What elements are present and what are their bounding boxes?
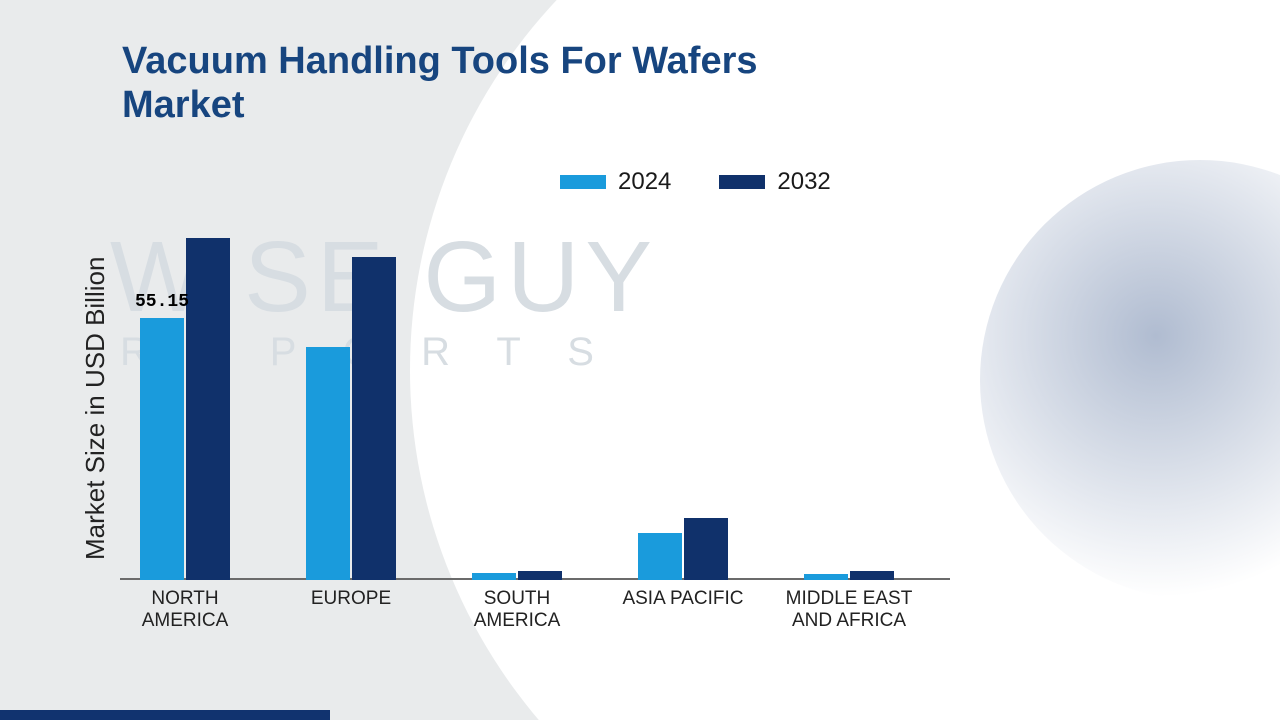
legend: 2024 2032 [560,168,831,196]
legend-label-2024: 2024 [618,168,671,196]
bar-2024 [140,318,184,580]
brand-logo-main: WISE GUY [1004,28,1180,65]
legend-item-2024: 2024 [560,168,671,196]
bar-2032 [684,518,728,580]
legend-swatch-2032 [719,175,765,189]
bar-value-label: 55.15 [135,292,189,312]
category-label: SOUTH AMERICA [447,588,587,632]
bar-2024 [472,573,516,580]
stage: WISE GUY R E P O R T S Vacuum Handling T… [0,0,1280,720]
legend-item-2032: 2032 [719,168,830,196]
bar-2032 [186,238,230,580]
category-label: EUROPE [281,588,421,610]
category-label: NORTH AMERICA [115,588,255,632]
bar-2032 [352,257,396,580]
y-axis-label: Market Size in USD Billion [80,257,111,560]
bar-2024 [638,533,682,581]
category-label: ASIA PACIFIC [613,588,753,610]
plot-area: 55.15 [120,200,950,580]
brand-logo: WISE GUY REPORTS [1004,28,1180,77]
category-label: MIDDLE EAST AND AFRICA [779,588,919,632]
bar-2032 [518,571,562,581]
legend-label-2032: 2032 [777,168,830,196]
bar-2032 [850,571,894,581]
bar-2024 [804,574,848,580]
legend-swatch-2024 [560,175,606,189]
bar-2024 [306,347,350,580]
chart-title: Vacuum Handling Tools For Wafers Market [122,40,862,127]
footer-accent-bar [0,710,330,720]
